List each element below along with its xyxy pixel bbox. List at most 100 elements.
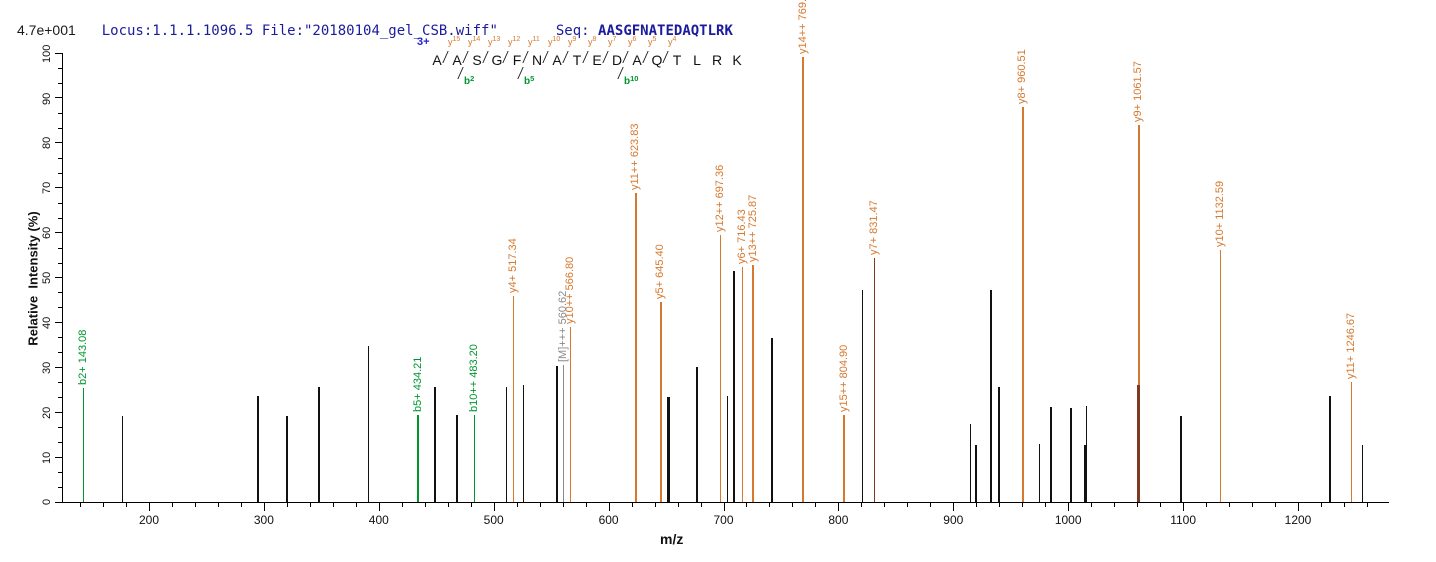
y-ion-label: y8 xyxy=(588,36,597,47)
x-minor-tick xyxy=(516,503,518,507)
peak xyxy=(733,271,735,502)
peak xyxy=(417,414,419,502)
y-minor-tick xyxy=(58,427,62,429)
x-minor-tick xyxy=(700,503,702,507)
x-minor-tick xyxy=(631,503,633,507)
x-minor-tick xyxy=(470,503,472,507)
x-minor-tick xyxy=(1022,503,1024,507)
peak xyxy=(802,57,805,502)
peak-label: y8+ 960.51 xyxy=(1016,49,1029,104)
peak xyxy=(975,444,978,502)
ladder-residue: N xyxy=(531,52,543,68)
x-minor-tick xyxy=(539,503,541,507)
peak xyxy=(456,414,458,502)
peak xyxy=(556,365,558,502)
y-ion-label: y13 xyxy=(488,36,501,47)
y-tick-label: 30 xyxy=(41,361,53,374)
peak xyxy=(719,234,722,502)
x-minor-tick xyxy=(585,503,587,507)
peak xyxy=(666,396,670,502)
peak xyxy=(659,302,662,502)
x-minor-tick xyxy=(746,503,748,507)
x-axis-line xyxy=(62,502,1389,503)
peak xyxy=(861,290,864,502)
x-tick-label: 600 xyxy=(598,513,619,527)
y-minor-tick xyxy=(58,82,62,84)
peak xyxy=(1022,106,1024,502)
peak xyxy=(635,193,637,502)
y-major-tick xyxy=(55,321,62,323)
y-major-tick xyxy=(55,232,62,234)
y-minor-tick xyxy=(58,127,62,129)
x-minor-tick xyxy=(217,503,219,507)
peak xyxy=(505,387,508,502)
peak xyxy=(1038,444,1041,502)
y-ion-label: y10 xyxy=(548,36,561,47)
peak xyxy=(1350,382,1353,502)
x-minor-tick xyxy=(884,503,886,507)
x-minor-tick xyxy=(930,503,932,507)
x-major-tick xyxy=(608,503,610,511)
peak xyxy=(873,258,876,502)
x-minor-tick xyxy=(103,503,105,507)
peak xyxy=(1361,444,1364,502)
peak xyxy=(82,387,85,502)
peak-label: y13++ 725.87 xyxy=(746,194,759,262)
y-minor-tick xyxy=(58,112,62,114)
peptide-sequence-text: AASGFNATEDAQTLRK xyxy=(598,23,733,39)
peak-label: b2+ 143.08 xyxy=(77,329,90,385)
ladder-residue: S xyxy=(472,52,482,68)
peak xyxy=(1180,415,1182,502)
x-tick-label: 1100 xyxy=(1170,513,1196,527)
x-major-tick xyxy=(378,503,380,511)
y-tick-label: 50 xyxy=(41,271,53,285)
x-minor-tick xyxy=(1275,503,1277,507)
x-minor-tick xyxy=(332,503,334,507)
y-tick-label: 10 xyxy=(41,451,53,464)
peak xyxy=(569,326,572,502)
peak-label: b5+ 434.21 xyxy=(411,356,424,412)
x-minor-tick xyxy=(1366,503,1368,507)
y-axis-title: Relative Intensity (%) xyxy=(25,211,41,346)
x-minor-tick xyxy=(1045,503,1047,507)
x-tick-label: 400 xyxy=(368,513,389,527)
y-tick-label: 40 xyxy=(41,316,53,329)
y-tick-label: 20 xyxy=(41,406,53,419)
y-tick-label: 70 xyxy=(41,182,53,195)
x-tick-label: 1200 xyxy=(1284,513,1312,527)
y-minor-tick xyxy=(58,337,62,339)
y-ion-label: y9 xyxy=(568,36,577,47)
ladder-residue: A xyxy=(432,52,442,68)
x-minor-tick xyxy=(677,503,679,507)
x-minor-tick xyxy=(999,503,1001,507)
ladder-residue: T xyxy=(672,52,682,68)
y-major-tick xyxy=(55,456,62,458)
x-tick-label: 300 xyxy=(253,513,274,527)
x-tick-label: 800 xyxy=(828,513,849,527)
x-minor-tick xyxy=(1206,503,1208,507)
peak-label: b10++ 483.20 xyxy=(467,343,480,412)
x-minor-tick xyxy=(1091,503,1093,507)
x-tick-label: 700 xyxy=(713,513,734,527)
x-minor-tick xyxy=(447,503,449,507)
peak xyxy=(1085,405,1088,502)
y-minor-tick xyxy=(58,382,62,384)
ladder-residue: D xyxy=(611,52,623,68)
x-tick-label: 900 xyxy=(943,513,964,527)
y-major-tick xyxy=(55,142,62,144)
peak-label: y9+ 1061.57 xyxy=(1132,60,1145,122)
peak xyxy=(1137,385,1141,502)
x-minor-tick xyxy=(1229,503,1231,507)
x-axis-title: m/z xyxy=(660,531,684,547)
y-minor-tick xyxy=(58,307,62,309)
peak xyxy=(1070,408,1072,502)
x-major-tick xyxy=(1183,503,1185,511)
b-ion-label: b5 xyxy=(524,74,535,87)
peak xyxy=(752,264,755,502)
x-minor-tick xyxy=(861,503,863,507)
peak xyxy=(473,414,476,502)
x-major-tick xyxy=(149,503,150,511)
peak-label: y5+ 645.40 xyxy=(654,244,667,300)
x-minor-tick xyxy=(907,503,909,507)
x-tick-label: 500 xyxy=(483,513,504,527)
